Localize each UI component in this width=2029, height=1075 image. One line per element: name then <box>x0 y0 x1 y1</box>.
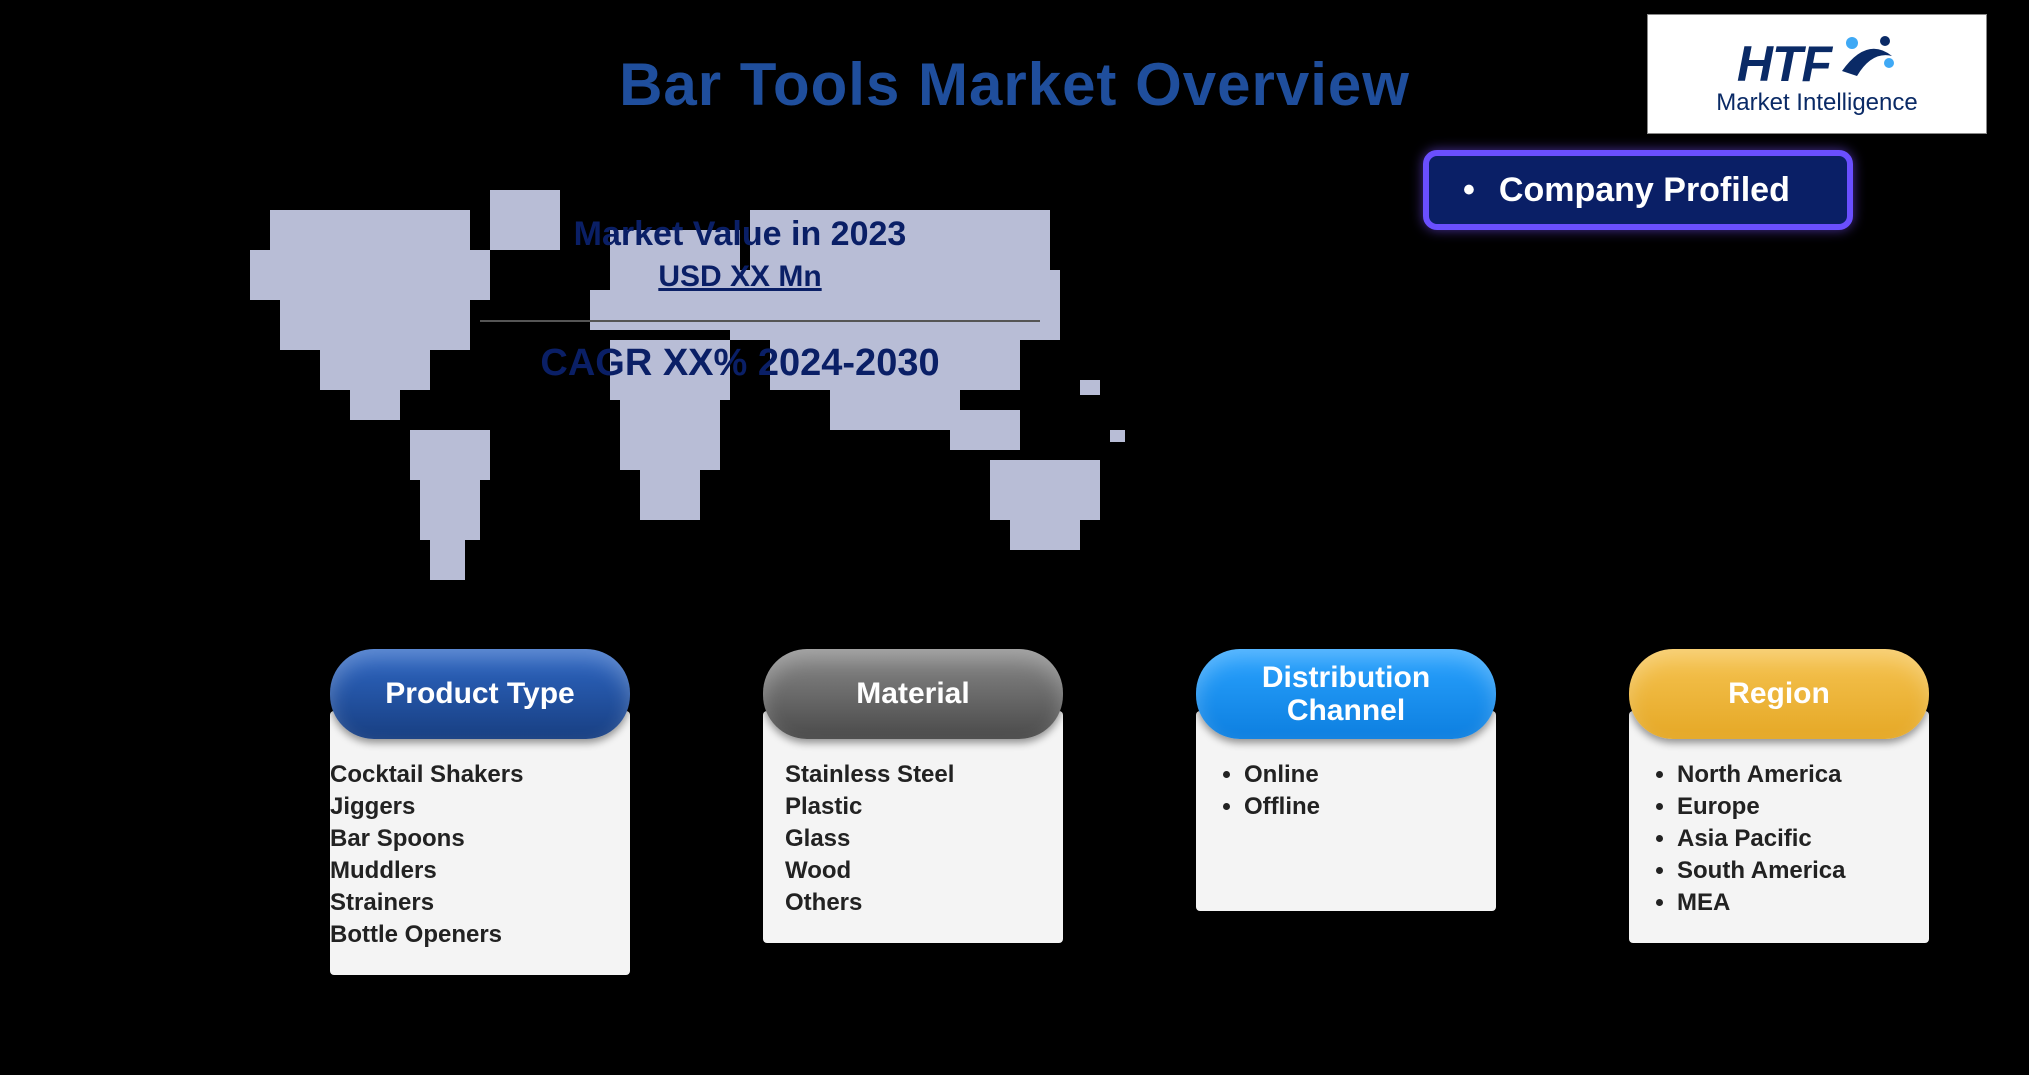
list-item: Muddlers <box>330 857 608 885</box>
segment-body-product-type: Cocktail Shakers Jiggers Bar Spoons Mudd… <box>330 711 630 975</box>
list-item: Cocktail Shakers <box>330 761 608 789</box>
segment-body-distribution: Online Offline <box>1196 711 1496 911</box>
segment-distribution: Distribution Channel Online Offline <box>1196 649 1496 975</box>
list-item: Offline <box>1244 793 1474 821</box>
brand-logo: HTF Market Intelligence <box>1647 14 1987 134</box>
company-profiled-label: Company Profiled <box>1499 171 1790 210</box>
logo-swoosh-icon <box>1837 31 1897 81</box>
cagr-label: CAGR XX% 2024-2030 <box>480 342 1000 385</box>
list-item: Jiggers <box>330 793 608 821</box>
segment-body-region: North America Europe Asia Pacific South … <box>1629 711 1929 943</box>
list-item: Asia Pacific <box>1677 825 1907 853</box>
segments-row: Product Type Cocktail Shakers Jiggers Ba… <box>330 649 1929 975</box>
overlay-divider <box>480 320 1040 322</box>
segment-product-type: Product Type Cocktail Shakers Jiggers Ba… <box>330 649 630 975</box>
list-item: Wood <box>785 857 1041 885</box>
list-item: Europe <box>1677 793 1907 821</box>
segment-region: Region North America Europe Asia Pacific… <box>1629 649 1929 975</box>
product-type-list: Cocktail Shakers Jiggers Bar Spoons Mudd… <box>330 761 608 949</box>
segment-body-material: Stainless Steel Plastic Glass Wood Other… <box>763 711 1063 943</box>
list-item: Strainers <box>330 889 608 917</box>
list-item: Others <box>785 889 1041 917</box>
list-item: Glass <box>785 825 1041 853</box>
list-item: Bottle Openers <box>330 921 608 949</box>
list-item: Bar Spoons <box>330 825 608 853</box>
material-list: Stainless Steel Plastic Glass Wood Other… <box>785 761 1041 917</box>
list-item: Online <box>1244 761 1474 789</box>
market-value-overlay: Market Value in 2023 USD XX Mn CAGR XX% … <box>480 215 1000 385</box>
region-list: North America Europe Asia Pacific South … <box>1651 761 1907 917</box>
market-value-year-label: Market Value in 2023 <box>480 215 1000 254</box>
logo-subtitle: Market Intelligence <box>1716 89 1917 117</box>
segment-header-region: Region <box>1629 649 1929 739</box>
segment-header-material: Material <box>763 649 1063 739</box>
page-title: Bar Tools Market Overview <box>619 50 1410 119</box>
world-map-region: Market Value in 2023 USD XX Mn CAGR XX% … <box>230 180 1180 600</box>
list-item: Stainless Steel <box>785 761 1041 789</box>
list-item: MEA <box>1677 889 1907 917</box>
segment-material: Material Stainless Steel Plastic Glass W… <box>763 649 1063 975</box>
market-value-amount: USD XX Mn <box>480 260 1000 294</box>
segment-header-product-type: Product Type <box>330 649 630 739</box>
logo-text: HTF <box>1737 35 1831 93</box>
list-item: South America <box>1677 857 1907 885</box>
company-profiled-badge: Company Profiled <box>1423 150 1853 230</box>
list-item: Plastic <box>785 793 1041 821</box>
distribution-list: Online Offline <box>1218 761 1474 821</box>
list-item: North America <box>1677 761 1907 789</box>
segment-header-distribution: Distribution Channel <box>1196 649 1496 739</box>
